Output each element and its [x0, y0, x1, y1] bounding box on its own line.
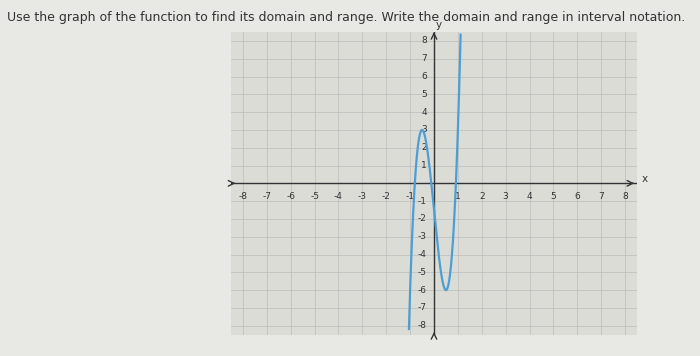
Text: -1: -1 [418, 197, 427, 206]
Text: -4: -4 [334, 192, 343, 201]
Text: 7: 7 [421, 54, 427, 63]
Text: 1: 1 [455, 192, 461, 201]
Text: -3: -3 [418, 232, 427, 241]
Text: 3: 3 [503, 192, 508, 201]
Text: 3: 3 [421, 125, 427, 135]
Text: 4: 4 [526, 192, 532, 201]
Text: 4: 4 [421, 108, 427, 117]
Text: -8: -8 [418, 321, 427, 330]
Text: 8: 8 [421, 36, 427, 46]
Text: -2: -2 [418, 214, 427, 224]
Text: -6: -6 [418, 286, 427, 295]
Text: -7: -7 [418, 303, 427, 313]
Text: 6: 6 [575, 192, 580, 201]
Text: 5: 5 [550, 192, 556, 201]
Text: -2: -2 [382, 192, 391, 201]
Text: -1: -1 [405, 192, 414, 201]
Text: -3: -3 [358, 192, 367, 201]
Text: Use the graph of the function to find its domain and range. Write the domain and: Use the graph of the function to find it… [7, 11, 685, 24]
Text: x: x [642, 174, 648, 184]
Text: -5: -5 [418, 268, 427, 277]
Text: 5: 5 [421, 90, 427, 99]
Text: -8: -8 [239, 192, 247, 201]
Text: 2: 2 [421, 143, 427, 152]
Text: 1: 1 [421, 161, 427, 170]
Text: 2: 2 [479, 192, 484, 201]
Text: -7: -7 [262, 192, 272, 201]
Text: -5: -5 [310, 192, 319, 201]
Text: y: y [435, 20, 442, 30]
Text: 7: 7 [598, 192, 604, 201]
Text: 8: 8 [622, 192, 628, 201]
Text: -4: -4 [418, 250, 427, 259]
Text: -6: -6 [286, 192, 295, 201]
Text: 6: 6 [421, 72, 427, 81]
